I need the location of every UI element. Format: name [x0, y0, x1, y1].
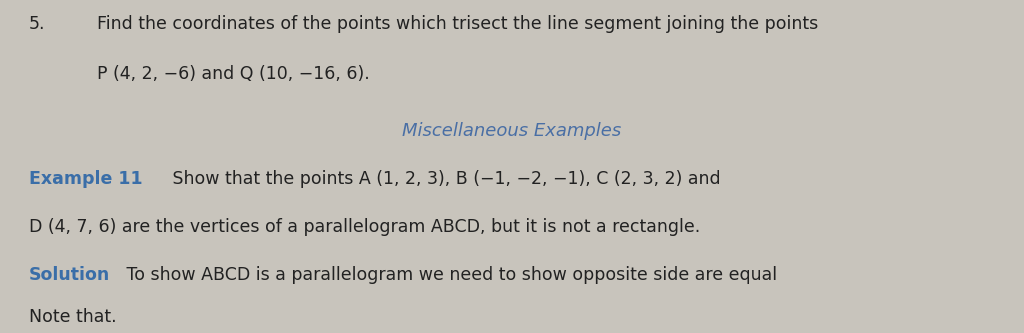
Text: Note that.: Note that.	[29, 308, 117, 326]
Text: Miscellaneous Examples: Miscellaneous Examples	[402, 122, 622, 140]
Text: To show ABCD is a parallelogram we need to show opposite side are equal: To show ABCD is a parallelogram we need …	[121, 266, 777, 284]
Text: Solution: Solution	[29, 266, 110, 284]
Text: D (4, 7, 6) are the vertices of a parallelogram ABCD, but it is not a rectangle.: D (4, 7, 6) are the vertices of a parall…	[29, 218, 700, 236]
Text: 5.: 5.	[29, 15, 45, 33]
Text: Show that the points A (1, 2, 3), B (−1, −2, −1), C (2, 3, 2) and: Show that the points A (1, 2, 3), B (−1,…	[167, 170, 721, 188]
Text: P (4, 2, −6) and Q (10, −16, 6).: P (4, 2, −6) and Q (10, −16, 6).	[97, 65, 370, 83]
Text: Find the coordinates of the points which trisect the line segment joining the po: Find the coordinates of the points which…	[97, 15, 818, 33]
Text: Example 11: Example 11	[29, 170, 142, 188]
